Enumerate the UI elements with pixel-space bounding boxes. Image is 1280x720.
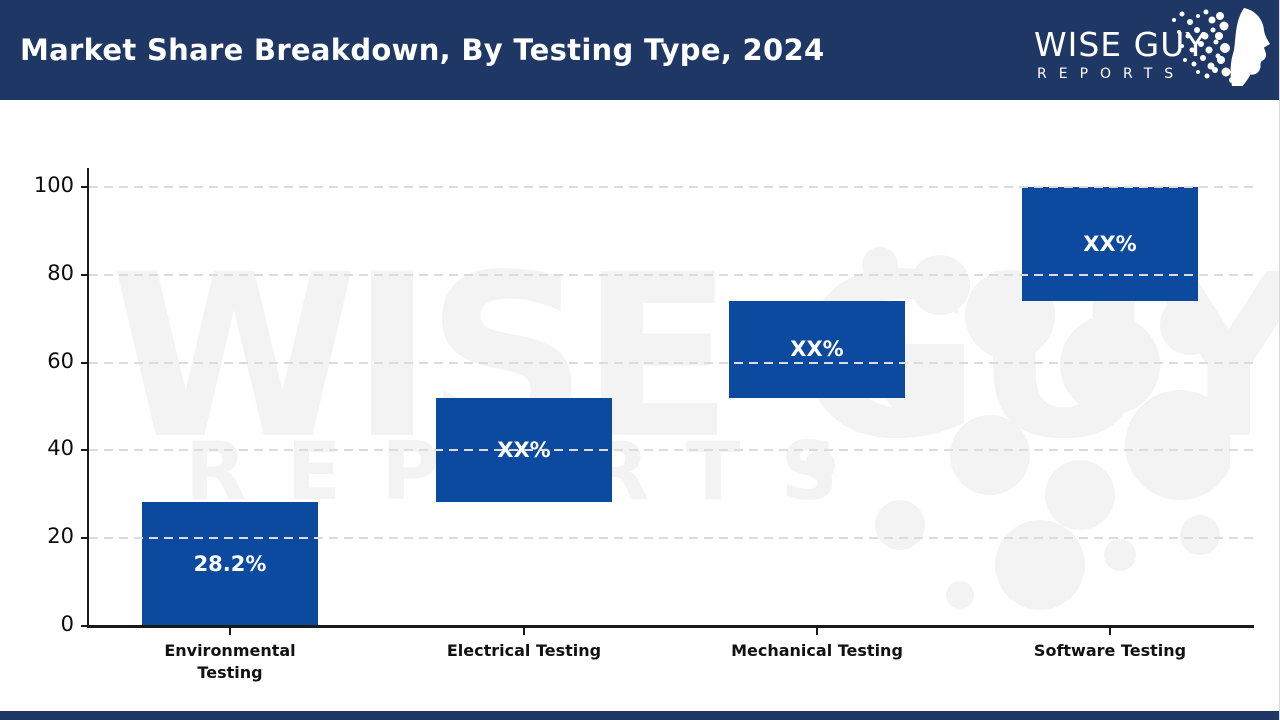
- y-axis-tick: [81, 449, 88, 452]
- y-axis-tick: [81, 186, 88, 188]
- gridline: [89, 273, 1254, 276]
- gridline: [89, 537, 1254, 540]
- x-category-label: Mechanical Testing: [697, 640, 937, 662]
- x-category-label-line: Mechanical Testing: [731, 641, 903, 660]
- y-axis-line: [87, 168, 89, 628]
- bar-environmental-testing: 28.2%: [142, 502, 318, 626]
- x-category-label-line: Testing: [197, 662, 263, 682]
- x-category-label: Software Testing: [990, 640, 1230, 662]
- gridline: [89, 186, 1254, 188]
- x-axis-tick: [523, 628, 525, 635]
- logo-tagline: REPORTS: [1037, 66, 1185, 82]
- y-axis-tick-label: 60: [47, 348, 74, 373]
- bar-value-label: XX%: [1083, 232, 1137, 257]
- bar-mechanical-testing: XX%: [729, 301, 905, 398]
- y-axis-tick-label: 40: [47, 436, 74, 461]
- y-axis-tick-label: 0: [60, 612, 74, 636]
- wise-guy-reports-logo: WISE GUY REPORTS: [1034, 8, 1270, 86]
- chart-title: Market Share Breakdown, By Testing Type,…: [20, 33, 825, 67]
- y-axis-tick: [81, 273, 88, 276]
- bar-value-label: 28.2%: [193, 552, 267, 577]
- y-axis-tick-label: 100: [33, 173, 74, 197]
- y-axis-tick: [81, 537, 88, 540]
- x-axis-tick: [1109, 628, 1111, 635]
- logo-wordmark: WISE GUY: [1034, 25, 1207, 64]
- y-axis-tick: [81, 625, 88, 627]
- x-axis-tick: [816, 628, 818, 635]
- gridline: [89, 361, 1254, 364]
- x-axis-line: [87, 625, 1254, 628]
- x-category-label: Electrical Testing: [404, 640, 644, 662]
- x-category-label-line: Electrical Testing: [446, 641, 602, 660]
- x-axis-tick: [229, 628, 231, 635]
- gridline: [89, 449, 1254, 452]
- y-axis-tick: [81, 361, 88, 364]
- x-category-label-line: Software Testing: [1033, 641, 1187, 660]
- bar-software-testing: XX%: [1022, 187, 1198, 302]
- footer-bar: [0, 711, 1279, 720]
- logo-face-icon: [1172, 8, 1270, 86]
- y-axis-tick-label: 80: [47, 260, 74, 285]
- header-bar: Market Share Breakdown, By Testing Type,…: [0, 0, 1279, 100]
- y-axis-tick-label: 20: [47, 524, 74, 549]
- x-category-label-line: Environmental: [164, 641, 296, 660]
- x-category-label: Environmental Testing: [110, 640, 350, 683]
- bar-value-label: XX%: [790, 337, 844, 362]
